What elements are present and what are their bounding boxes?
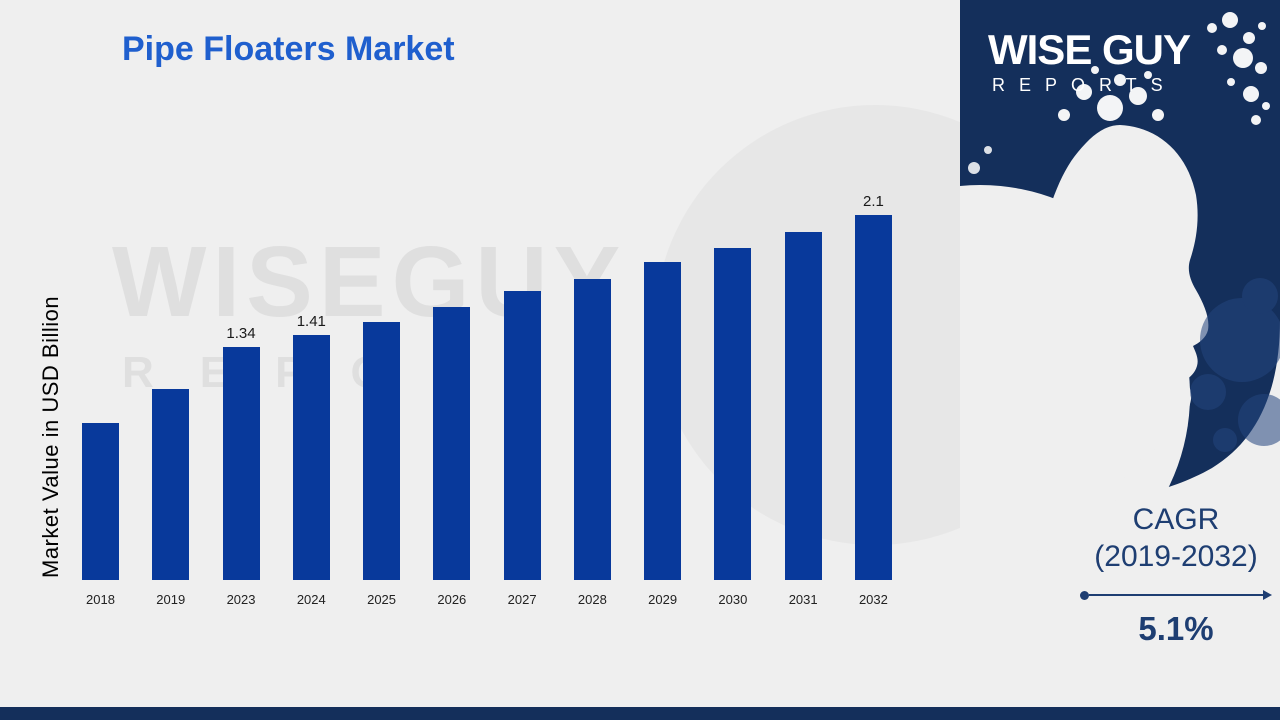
brand-logo-subtitle: REPORTS [992, 75, 1177, 96]
bar-year-label: 2018 [86, 592, 115, 607]
brand-panel-graphic [960, 0, 1280, 605]
cagr-label: CAGR [1132, 503, 1220, 536]
cagr-range: (2019-2032) [1094, 540, 1258, 573]
arrow-head-icon [1263, 590, 1272, 600]
cagr-block: CAGR (2019-2032) 5.1% [1078, 503, 1274, 648]
bar [644, 262, 682, 580]
bar-group-2028: 2028 [573, 279, 611, 607]
bar [82, 423, 119, 580]
bar-group-2018: 2018 [82, 423, 119, 607]
bar-group-2031: 2031 [784, 232, 822, 607]
bar-value-label: 1.34 [226, 325, 256, 342]
bar-group-2023: 1.34 2023 [222, 325, 260, 607]
bar [503, 291, 541, 580]
bar-group-2026: 2026 [433, 307, 471, 607]
cagr-arrow-line [1080, 590, 1272, 600]
bar-year-label: 2024 [296, 592, 326, 607]
bar [222, 347, 260, 580]
bar-group-2027: 2027 [503, 291, 541, 607]
brand-logo-wordmark: WISE GUY [988, 26, 1191, 73]
bar [152, 389, 190, 580]
brand-logo: WISE GUY REPORTS [988, 26, 1191, 96]
bar-group-2030: 2030 [714, 248, 752, 607]
bar-year-label: 2030 [718, 592, 748, 607]
bar-group-2032: 2.1 2032 [854, 193, 892, 607]
bar-year-label: 2025 [367, 592, 397, 607]
navy-bubbles [1190, 278, 1280, 452]
bar-value-label: 1.41 [296, 313, 326, 330]
bar-group-2029: 2029 [644, 262, 682, 607]
bar-group-2024: 1.41 2024 [292, 313, 330, 607]
face-hair-dots [1058, 66, 1164, 121]
bar [714, 248, 752, 580]
brand-panel: WISE GUY REPORTS [960, 0, 1280, 620]
bar-year-label: 2029 [648, 592, 678, 607]
y-axis-label: Market Value in USD Billion [38, 295, 63, 578]
cagr-value: 5.1% [1138, 610, 1214, 647]
bar-year-label: 2026 [437, 592, 467, 607]
bar-year-label: 2031 [788, 592, 818, 607]
bar [433, 307, 471, 580]
bar [292, 335, 330, 580]
bar [854, 215, 892, 580]
bar-group-2019: 2019 [152, 389, 190, 607]
bar-year-label: 2019 [156, 592, 186, 607]
bar [363, 322, 401, 580]
logo-face-dots [1207, 12, 1270, 125]
bar [784, 232, 822, 580]
bar-year-label: 2032 [858, 592, 888, 607]
bar-group-2025: 2025 [363, 322, 401, 607]
bar [573, 279, 611, 580]
face-profile-silhouette [1021, 125, 1209, 573]
arrow-start-dot-icon [1080, 590, 1089, 600]
bar-value-label: 2.1 [862, 193, 884, 210]
bar-year-label: 2028 [577, 592, 607, 607]
bar-year-label: 2027 [507, 592, 537, 607]
panel-accent-dots [968, 146, 992, 174]
bar-year-label: 2023 [226, 592, 256, 607]
arrow-line [1089, 594, 1263, 596]
page-title: Pipe Floaters Market [122, 30, 455, 68]
bottom-bar [0, 707, 1280, 720]
bar-chart: 2018 2019 1.34 2023 1.41 2024 2025 2026 2027 2028… [82, 0, 892, 607]
